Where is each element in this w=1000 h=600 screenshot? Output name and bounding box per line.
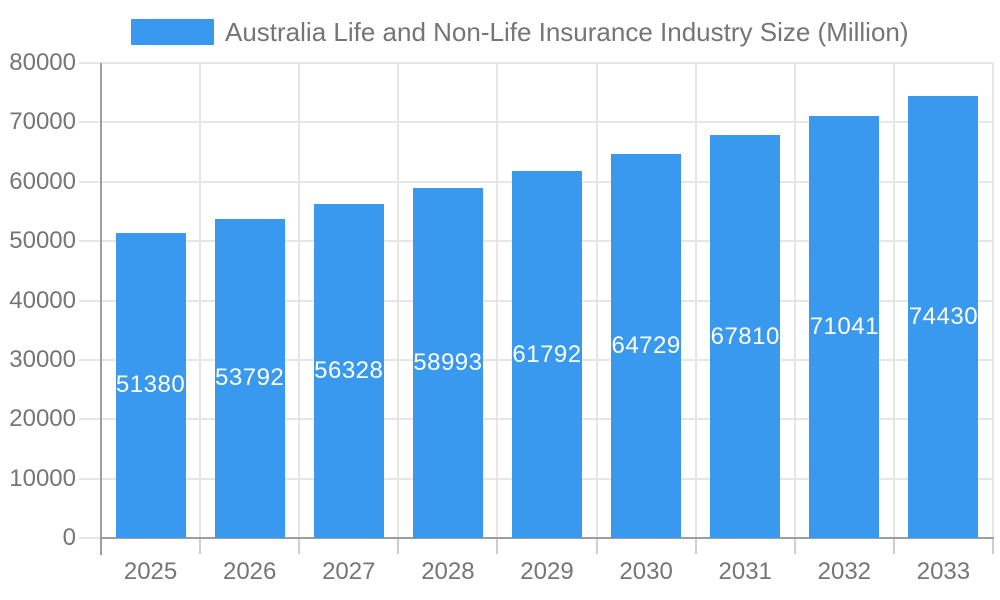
x-gridline [793,63,796,538]
x-axis-tick-label: 2032 [817,558,872,585]
x-axis-line [100,537,994,539]
x-axis-tick-label: 2029 [520,558,574,585]
y-gridline [101,121,993,124]
x-tick-mark [992,539,994,554]
x-axis-tick-label: 2025 [123,558,178,585]
x-gridline [496,63,499,538]
y-axis-tick-label: 30000 [9,345,76,373]
x-gridline [694,63,697,538]
bar: 58993 [412,187,483,538]
x-gridline [199,63,202,538]
bar-value-label: 61792 [512,340,582,368]
x-gridline [892,63,895,538]
x-tick-mark [496,539,499,554]
x-axis-tick-label: 2033 [916,558,971,585]
y-tick-mark [79,299,101,302]
bar-value-label: 74430 [908,303,979,331]
x-gridline [397,63,400,538]
y-tick-mark [79,418,101,421]
x-axis-tick-label: 2031 [718,558,772,585]
x-tick-mark [298,539,301,554]
legend-label: Australia Life and Non-Life Insurance In… [225,17,909,47]
x-tick-mark [595,539,598,554]
bar-value-label: 71041 [809,313,879,341]
y-axis-line [100,63,102,555]
y-axis-tick-label: 80000 [9,49,76,76]
x-tick-mark [694,539,697,554]
bar: 61792 [512,171,582,538]
y-tick-mark [79,537,101,539]
x-axis-tick-label: 2030 [619,558,673,585]
x-tick-mark [397,539,400,554]
y-axis-tick-label: 50000 [9,227,76,255]
legend: Australia Life and Non-Life Insurance In… [131,17,909,47]
bar-value-label: 56328 [314,356,384,384]
bar: 64729 [611,153,682,538]
bar: 56328 [313,203,384,538]
bar: 74430 [908,96,979,538]
x-axis-tick-label: 2028 [421,558,475,585]
bar: 71041 [809,116,880,538]
bar-value-label: 64729 [611,331,681,359]
y-axis-tick-label: 10000 [9,464,76,492]
bar-value-label: 58993 [413,348,483,376]
y-axis-tick-label: 70000 [9,108,76,136]
y-tick-mark [79,121,101,124]
y-tick-mark [79,240,101,243]
bar: 53792 [214,218,285,538]
x-gridline [992,63,994,538]
bar-value-label: 67810 [710,322,780,350]
x-tick-mark [892,539,895,554]
y-tick-mark [79,62,101,64]
y-gridline [101,62,993,64]
y-axis-tick-label: 0 [62,524,76,551]
y-axis-tick-label: 60000 [9,167,76,195]
bar: 51380 [115,232,186,538]
y-tick-mark [79,180,101,183]
y-axis-tick-label: 40000 [9,286,76,314]
x-axis-tick-label: 2026 [222,558,277,585]
x-gridline [298,63,301,538]
x-gridline [595,63,598,538]
legend-swatch [131,19,214,45]
y-axis-tick-label: 20000 [9,405,76,433]
x-axis-tick-label: 2027 [322,558,376,585]
bar: 67810 [710,135,781,538]
y-tick-mark [79,477,101,480]
x-tick-mark [199,539,202,554]
y-tick-mark [79,358,101,361]
bar-value-label: 53792 [215,364,285,392]
x-tick-mark [793,539,796,554]
bar-value-label: 51380 [115,371,186,399]
